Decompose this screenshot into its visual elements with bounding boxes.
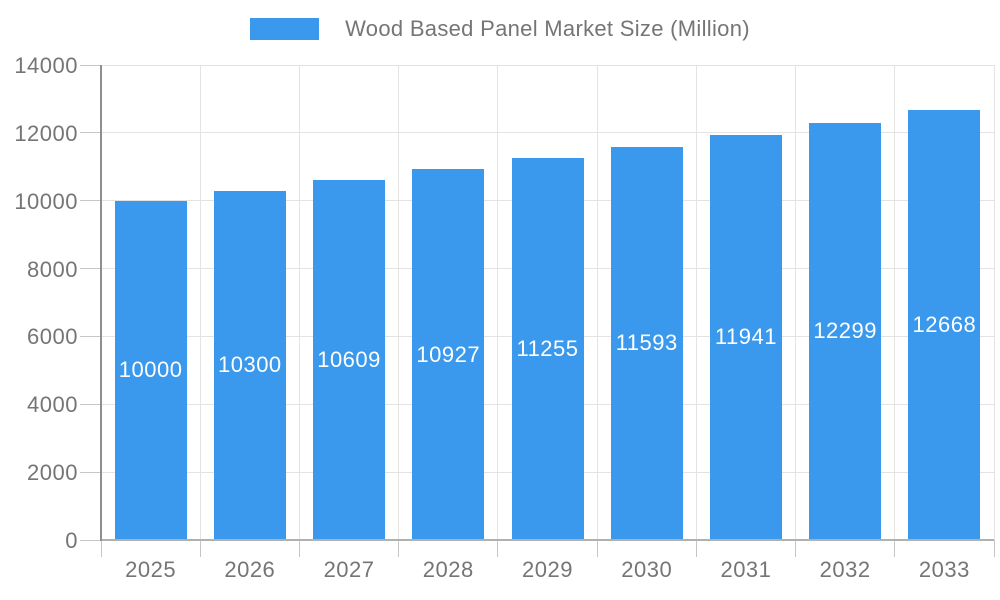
gridline-vertical bbox=[695, 65, 697, 540]
x-axis-label: 2025 bbox=[125, 557, 177, 582]
x-axis-tick bbox=[695, 540, 697, 557]
x-axis-label: 2030 bbox=[621, 557, 673, 582]
bar-value-label: 10609 bbox=[317, 347, 381, 373]
bar[interactable] bbox=[809, 122, 882, 540]
y-axis-label: 4000 bbox=[27, 392, 78, 418]
y-axis-tick bbox=[80, 200, 101, 202]
bar[interactable] bbox=[313, 180, 386, 540]
bar[interactable] bbox=[511, 158, 584, 540]
bar-value-label: 10300 bbox=[217, 352, 282, 378]
y-axis-label: 0 bbox=[65, 528, 78, 553]
bar[interactable] bbox=[213, 190, 286, 540]
bar-value-label: 12299 bbox=[813, 318, 877, 344]
x-axis-tick bbox=[298, 540, 300, 557]
bar[interactable] bbox=[114, 200, 187, 540]
bar-value-label: 10000 bbox=[118, 357, 183, 383]
x-axis-tick bbox=[993, 540, 995, 557]
bar[interactable] bbox=[610, 146, 683, 540]
bar-value-label: 12668 bbox=[912, 312, 977, 338]
bar-value-label: 10927 bbox=[416, 341, 481, 367]
x-axis-tick bbox=[497, 540, 499, 557]
bar-value-label: 11941 bbox=[714, 324, 777, 350]
x-axis-tick bbox=[199, 540, 201, 557]
bar[interactable] bbox=[709, 134, 782, 540]
x-axis-label: 2032 bbox=[819, 557, 871, 582]
gridline-vertical bbox=[298, 65, 300, 540]
gridline-vertical bbox=[596, 65, 598, 540]
x-axis-tick bbox=[100, 540, 102, 557]
gridline-vertical bbox=[993, 65, 995, 540]
bar[interactable] bbox=[412, 169, 485, 540]
y-axis-label: 2000 bbox=[27, 460, 78, 486]
legend[interactable]: Wood Based Panel Market Size (Million) bbox=[0, 16, 1000, 42]
y-axis-tick bbox=[80, 132, 101, 134]
gridline-vertical bbox=[795, 65, 797, 540]
legend-swatch bbox=[250, 18, 320, 40]
gridline-vertical bbox=[199, 65, 201, 540]
x-axis-label: 2029 bbox=[522, 557, 573, 582]
y-axis-tick bbox=[80, 268, 101, 270]
y-axis-label: 6000 bbox=[27, 324, 78, 350]
gridline-vertical bbox=[398, 65, 400, 540]
gridline-vertical bbox=[497, 65, 499, 540]
gridline-vertical bbox=[894, 65, 896, 540]
x-axis-tick bbox=[795, 540, 797, 557]
x-axis-label: 2033 bbox=[918, 557, 970, 582]
x-axis-tick bbox=[596, 540, 598, 557]
y-axis-tick bbox=[80, 403, 101, 405]
y-axis-label: 12000 bbox=[14, 120, 78, 146]
bar-value-label: 11255 bbox=[516, 336, 579, 362]
x-axis-tick bbox=[398, 540, 400, 557]
y-axis-label: 14000 bbox=[14, 53, 78, 78]
y-axis-tick bbox=[80, 335, 101, 337]
y-axis-tick bbox=[80, 471, 101, 473]
x-axis-line bbox=[101, 539, 994, 541]
y-axis-label: 8000 bbox=[27, 256, 78, 282]
y-axis-label: 10000 bbox=[14, 188, 78, 214]
x-axis-label: 2031 bbox=[720, 557, 772, 582]
x-axis-label: 2026 bbox=[224, 557, 276, 582]
y-axis-line bbox=[100, 65, 102, 541]
x-axis-tick bbox=[894, 540, 896, 557]
gridline-horizontal bbox=[101, 64, 994, 66]
legend-label: Wood Based Panel Market Size (Million) bbox=[345, 16, 750, 41]
bar[interactable] bbox=[908, 110, 981, 540]
x-axis-label: 2028 bbox=[422, 557, 474, 582]
y-axis-tick bbox=[80, 539, 101, 541]
x-axis-label: 2027 bbox=[323, 557, 375, 582]
bar-value-label: 11593 bbox=[615, 330, 678, 356]
y-axis-tick bbox=[80, 64, 101, 66]
gridline-horizontal bbox=[101, 132, 994, 134]
